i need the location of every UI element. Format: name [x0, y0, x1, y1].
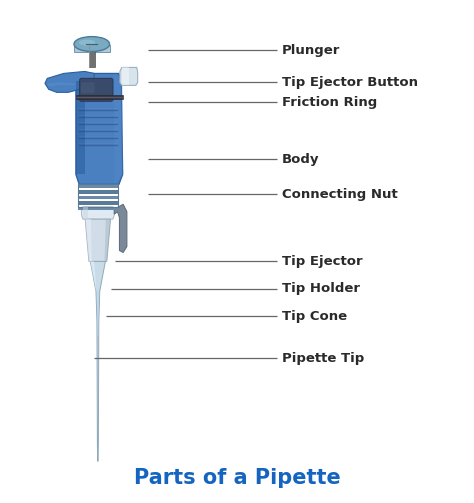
Text: Body: Body: [282, 153, 319, 166]
Text: Tip Holder: Tip Holder: [282, 282, 359, 295]
Polygon shape: [78, 207, 118, 210]
Text: Tip Ejector Button: Tip Ejector Button: [282, 76, 418, 89]
Text: Pipette Tip: Pipette Tip: [282, 352, 364, 365]
Polygon shape: [122, 67, 129, 86]
Polygon shape: [76, 95, 123, 99]
Text: Connecting Nut: Connecting Nut: [282, 188, 397, 201]
Polygon shape: [83, 207, 88, 219]
Polygon shape: [76, 97, 123, 98]
Ellipse shape: [74, 37, 109, 51]
Polygon shape: [91, 262, 97, 291]
Polygon shape: [89, 45, 95, 67]
Text: Tip Ejector: Tip Ejector: [282, 255, 362, 268]
Polygon shape: [114, 204, 127, 253]
Ellipse shape: [79, 40, 95, 46]
Polygon shape: [74, 45, 109, 51]
Polygon shape: [76, 73, 123, 184]
Polygon shape: [114, 73, 123, 184]
Polygon shape: [85, 219, 92, 262]
Polygon shape: [47, 82, 75, 87]
Polygon shape: [97, 291, 99, 336]
Polygon shape: [85, 219, 110, 262]
Polygon shape: [78, 196, 118, 199]
Polygon shape: [78, 190, 118, 194]
Polygon shape: [91, 262, 105, 461]
Polygon shape: [78, 184, 118, 188]
Polygon shape: [45, 71, 94, 94]
Polygon shape: [78, 201, 118, 205]
Polygon shape: [104, 219, 110, 262]
Text: Friction Ring: Friction Ring: [282, 96, 377, 109]
FancyBboxPatch shape: [81, 82, 95, 94]
Polygon shape: [82, 207, 114, 219]
Text: Tip Cone: Tip Cone: [282, 310, 346, 322]
Text: Plunger: Plunger: [282, 44, 340, 56]
FancyBboxPatch shape: [80, 78, 113, 101]
Text: Parts of a Pipette: Parts of a Pipette: [134, 468, 340, 488]
Polygon shape: [120, 67, 137, 86]
Polygon shape: [76, 81, 85, 175]
Polygon shape: [89, 45, 91, 67]
